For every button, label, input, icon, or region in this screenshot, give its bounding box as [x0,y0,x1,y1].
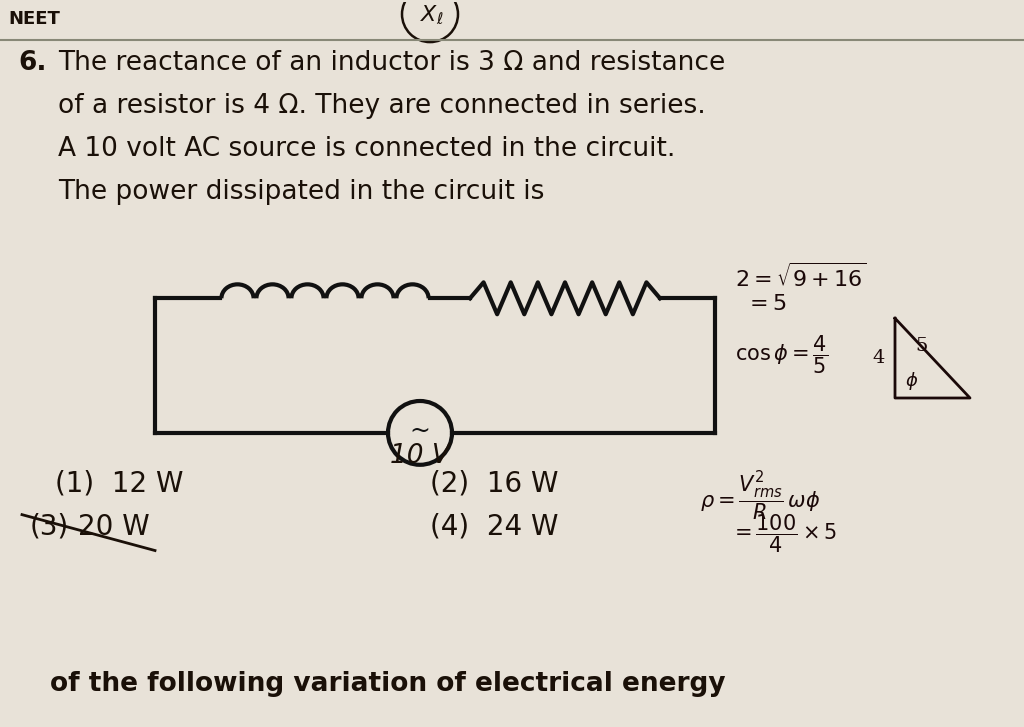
Text: $\phi$: $\phi$ [905,370,919,392]
Text: $\rho = \dfrac{V^2_{rms}}{R}\,\omega\phi$: $\rho = \dfrac{V^2_{rms}}{R}\,\omega\phi… [700,470,820,523]
Text: 6.: 6. [18,50,46,76]
Text: of a resistor is 4 Ω. They are connected in series.: of a resistor is 4 Ω. They are connected… [58,93,706,119]
Text: 10 V: 10 V [390,443,450,469]
Text: (3): (3) [30,513,70,541]
Text: of the following variation of electrical energy: of the following variation of electrical… [50,671,726,697]
Text: ~: ~ [410,419,430,443]
Text: (4)  24 W: (4) 24 W [430,513,558,541]
Text: The reactance of an inductor is 3 Ω and resistance: The reactance of an inductor is 3 Ω and … [58,50,725,76]
Text: A 10 volt AC source is connected in the circuit.: A 10 volt AC source is connected in the … [58,136,676,162]
Text: $X_{\ell}$: $X_{\ell}$ [420,3,443,25]
Text: $= \dfrac{100}{4} \times 5$: $= \dfrac{100}{4} \times 5$ [730,513,837,555]
Text: $\cos\phi = \dfrac{4}{5}$: $\cos\phi = \dfrac{4}{5}$ [735,333,828,376]
Text: 20 W: 20 W [78,513,150,541]
Text: $= 5$: $= 5$ [745,293,786,316]
Text: 5: 5 [915,337,928,356]
Text: $2 = \sqrt{9+16}$: $2 = \sqrt{9+16}$ [735,263,866,292]
Text: The power dissipated in the circuit is: The power dissipated in the circuit is [58,179,545,205]
Text: NEET: NEET [8,10,59,28]
Text: (1)  12 W: (1) 12 W [55,470,183,498]
Text: (2)  16 W: (2) 16 W [430,470,558,498]
Text: 4: 4 [872,349,885,367]
